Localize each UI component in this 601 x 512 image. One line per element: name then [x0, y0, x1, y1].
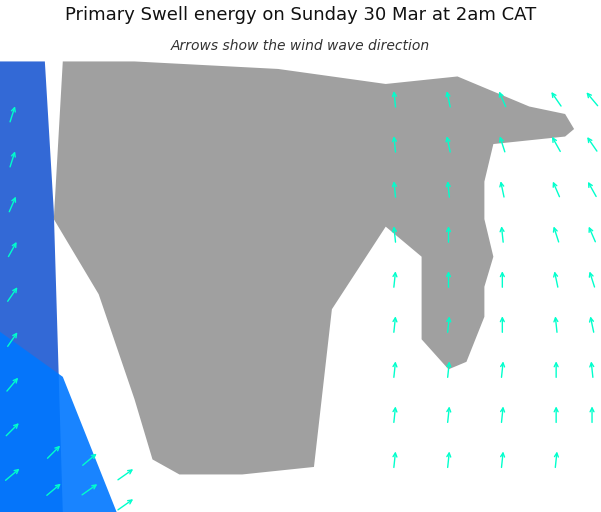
Polygon shape: [0, 61, 63, 512]
Text: Arrows show the wind wave direction: Arrows show the wind wave direction: [171, 39, 430, 53]
Polygon shape: [0, 332, 117, 512]
Polygon shape: [54, 61, 574, 475]
Text: Primary Swell energy on Sunday 30 Mar at 2am CAT: Primary Swell energy on Sunday 30 Mar at…: [65, 6, 536, 25]
